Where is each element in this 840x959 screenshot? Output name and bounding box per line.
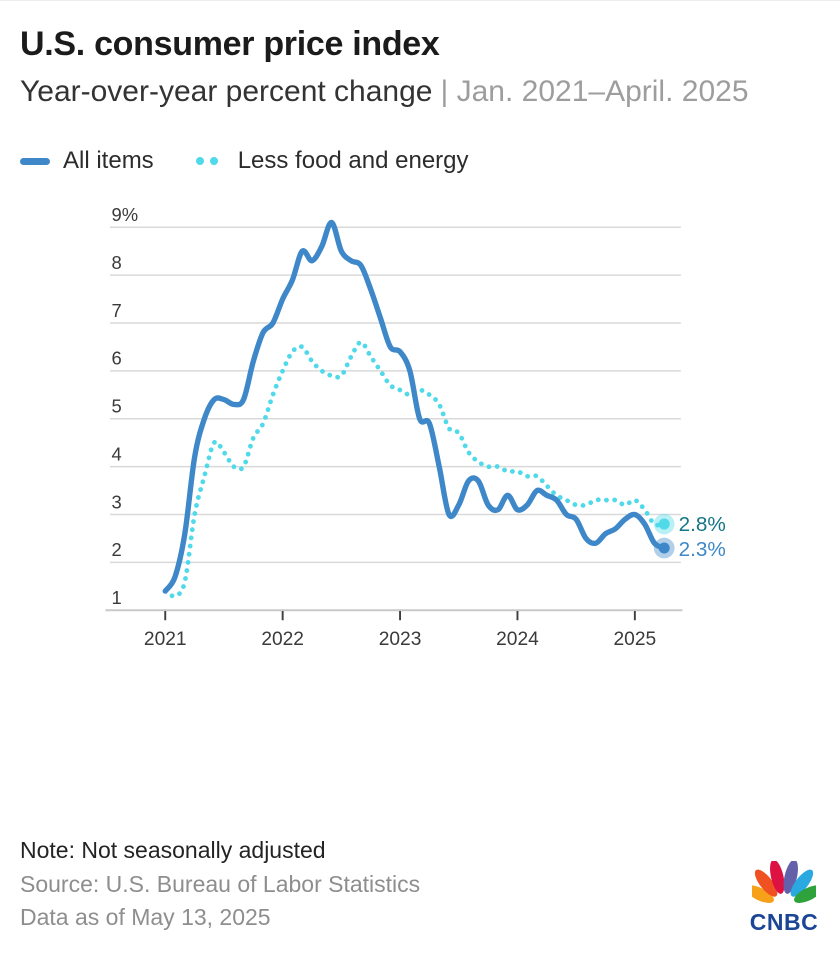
series-line-less-food-and-energy [162,339,667,599]
x-axis-tick-label: 2023 [379,629,422,650]
peacock-feather [770,859,785,894]
end-marker-dot [658,542,670,554]
subtitle-measure: Year-over-year percent change [20,75,433,108]
peacock-feather [754,869,778,897]
subtitle-date-range: | Jan. 2021–April. 2025 [440,75,749,108]
y-axis-tick-label: 8 [112,252,122,273]
legend-label-core: Less food and energy [237,147,469,174]
legend-item-core: Less food and energy [195,147,469,175]
end-value-label-all-items: 2.3% [679,538,726,561]
y-axis-tick-label: 1 [112,587,122,608]
peacock-feather [794,885,823,903]
y-axis-tick-label: 4 [112,443,122,464]
y-axis-tick-label: 7 [112,300,122,321]
legend-label-all-items: All items [63,147,154,174]
x-axis-tick-label: 2024 [496,629,539,650]
legend-item-all-items: All items [20,147,154,175]
peacock-feather [745,885,774,903]
series-line-all-items [162,219,667,594]
chart-note: Note: Not seasonally adjusted [20,837,326,863]
y-axis-tick-label: 5 [112,396,122,417]
chart-source: Source: U.S. Bureau of Labor Statistics [20,871,421,897]
chart-legend: All items Less food and energy [20,147,469,175]
peacock-feather [790,869,814,897]
page-title: U.S. consumer price index [20,25,440,63]
all-items-line-swatch-icon [20,157,50,165]
cnbc-logo: CNBC [740,859,828,936]
core-dotted-swatch-icon [195,157,218,165]
y-axis-tick-label: 3 [112,491,122,512]
cnbc-wordmark: CNBC [749,909,819,935]
y-axis-tick-label: 9% [112,204,139,225]
end-value-label-core: 2.8% [679,513,726,536]
end-marker-dot [658,518,670,530]
chart-subtitle: Year-over-year percent change | Jan. 2021… [20,75,749,109]
y-axis-tick-label: 6 [112,348,122,369]
cnbc-peacock-icon [745,859,823,903]
chart-data-as-of: Data as of May 13, 2025 [20,904,271,930]
x-axis-tick-label: 2022 [261,629,304,650]
x-axis-tick-label: 2021 [144,629,187,650]
cpi-line-chart: 1 2 3 4 5 6 7 8 9% 2021 2022 2023 2024 2025 2.8% 2.3% [105,204,726,650]
chart-canvas: 1 2 3 4 5 6 7 8 9% 2021 2022 2023 2024 2025 [105,204,683,650]
x-axis-tick-label: 2025 [614,629,657,650]
y-axis-tick-label: 2 [112,539,122,560]
